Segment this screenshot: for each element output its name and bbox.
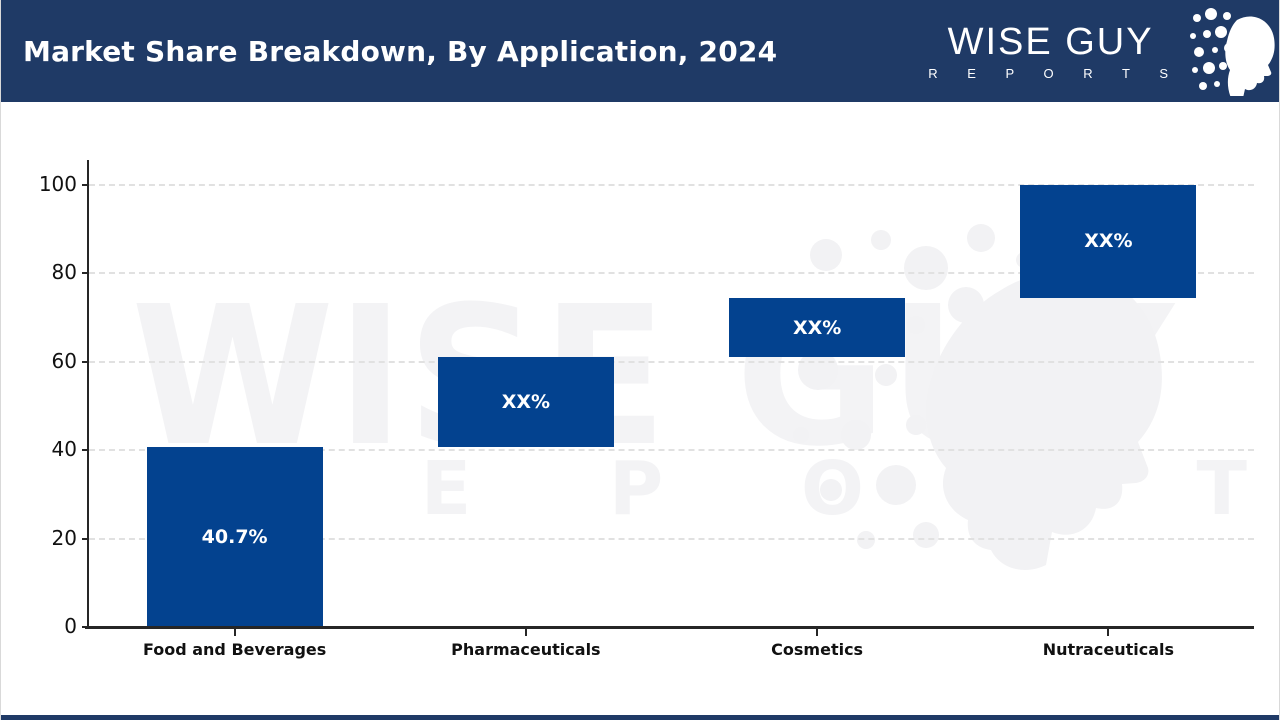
x-category-label: Nutraceuticals: [1042, 640, 1174, 659]
x-category-label: Cosmetics: [771, 640, 864, 659]
logo-head-icon: [1190, 8, 1275, 96]
y-tick-mark: [82, 272, 89, 275]
y-tick-label: 0: [64, 614, 77, 638]
head-watermark-icon: [787, 224, 1162, 570]
bar-segment: XX%: [729, 297, 906, 358]
bar-segment: 40.7%: [146, 447, 323, 627]
x-axis-line: [85, 626, 1254, 629]
y-tick-mark: [82, 184, 89, 186]
footer-bar: [1, 715, 1279, 720]
y-tick-label: 40: [51, 437, 77, 462]
gridline: [89, 449, 1254, 452]
page-title: Market Share Breakdown, By Application, …: [23, 34, 778, 68]
x-tick-mark: [524, 628, 527, 636]
bar-segment: XX%: [1020, 185, 1197, 298]
logo-text: WISE GUY R E P O R T S: [920, 23, 1181, 80]
y-tick-mark: [82, 537, 89, 540]
bar-value-label: 40.7%: [201, 526, 268, 549]
gridline: [89, 272, 1254, 275]
x-tick-mark: [816, 628, 819, 636]
x-category-label: Food and Beverages: [142, 640, 327, 659]
logo-subtext: R E P O R T S: [928, 65, 1181, 81]
y-axis-line: [87, 160, 89, 629]
y-tick-label: 80: [51, 260, 77, 285]
gridline: [89, 184, 1254, 186]
header: Market Share Breakdown, By Application, …: [1, 0, 1279, 102]
x-tick-mark: [1107, 628, 1110, 636]
y-tick-mark: [82, 449, 89, 452]
bar-value-label: XX%: [792, 316, 842, 339]
x-tick-mark: [233, 628, 236, 636]
bar-segment: XX%: [437, 357, 614, 448]
gridline: [89, 360, 1254, 363]
logo-wordmark: WISE GUY: [947, 20, 1154, 63]
y-tick-label: 100: [38, 172, 77, 196]
bar-value-label: XX%: [501, 391, 551, 414]
x-category-label: Pharmaceuticals: [451, 640, 601, 659]
y-tick-label: 60: [51, 348, 77, 373]
logo: WISE GUY R E P O R T S: [920, 6, 1279, 96]
y-tick-label: 20: [51, 525, 77, 550]
gridline: [89, 537, 1254, 540]
y-tick-mark: [82, 360, 89, 363]
bar-value-label: XX%: [1084, 230, 1133, 253]
